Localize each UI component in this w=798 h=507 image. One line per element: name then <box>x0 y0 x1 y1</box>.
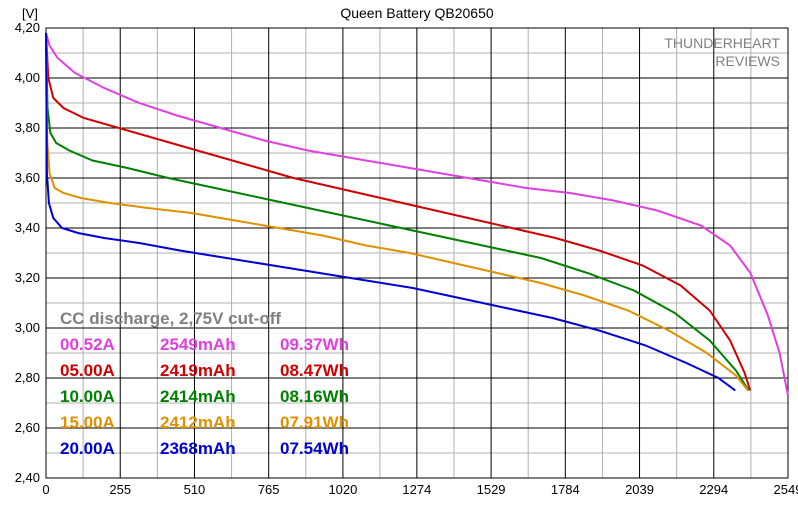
legend-current: 00.52A <box>60 335 115 354</box>
x-tick-label: 765 <box>258 482 280 497</box>
y-tick-label: 2,40 <box>15 470 40 485</box>
legend-current: 15.00A <box>60 413 115 432</box>
legend-energy: 07.91Wh <box>280 413 349 432</box>
legend-current: 10.00A <box>60 387 115 406</box>
x-tick-label: 510 <box>184 482 206 497</box>
x-tick-label: 1529 <box>477 482 506 497</box>
x-tick-label: 2549 <box>774 482 798 497</box>
y-tick-label: 2,80 <box>15 370 40 385</box>
legend-energy: 07.54Wh <box>280 439 349 458</box>
y-axis-unit: [V] <box>22 6 38 21</box>
discharge-chart: 2,40 2,60 2,80 3,00 3,20 3,40 3,60 3,80 4,00 4,20… <box>0 0 798 507</box>
legend-capacity: 2368mAh <box>160 439 236 458</box>
chart-title: Queen Battery QB20650 <box>340 5 494 21</box>
y-tick-label: 3,80 <box>15 120 40 135</box>
y-tick-label: 3,20 <box>15 270 40 285</box>
y-tick-label: 2,60 <box>15 420 40 435</box>
x-tick-label: 1020 <box>328 482 357 497</box>
legend-energy: 09.37Wh <box>280 335 349 354</box>
y-tick-label: 4,00 <box>15 70 40 85</box>
x-tick-label: 2039 <box>625 482 654 497</box>
legend-energy: 08.16Wh <box>280 387 349 406</box>
x-tick-label: 255 <box>109 482 131 497</box>
watermark: REVIEWS <box>715 53 780 69</box>
x-tick-label: 2294 <box>699 482 728 497</box>
chart-container: 2,40 2,60 2,80 3,00 3,20 3,40 3,60 3,80 4,00 4,20… <box>0 0 798 507</box>
x-tick-label: 0 <box>42 482 49 497</box>
legend-energy: 08.47Wh <box>280 361 349 380</box>
legend-capacity: 2414mAh <box>160 387 236 406</box>
y-tick-label: 3,00 <box>15 320 40 335</box>
legend-capacity: 2419mAh <box>160 361 236 380</box>
y-tick-label: 4,20 <box>15 20 40 35</box>
watermark: THUNDERHEART <box>664 35 780 51</box>
legend-current: 05.00A <box>60 361 115 380</box>
legend-capacity: 2412mAh <box>160 413 236 432</box>
x-tick-label: 1274 <box>402 482 431 497</box>
y-tick-label: 3,60 <box>15 170 40 185</box>
legend-capacity: 2549mAh <box>160 335 236 354</box>
grid <box>46 28 788 478</box>
legend-current: 20.00A <box>60 439 115 458</box>
y-tick-label: 3,40 <box>15 220 40 235</box>
legend-title: CC discharge, 2,75V cut-off <box>60 309 281 328</box>
x-tick-label: 1784 <box>551 482 580 497</box>
